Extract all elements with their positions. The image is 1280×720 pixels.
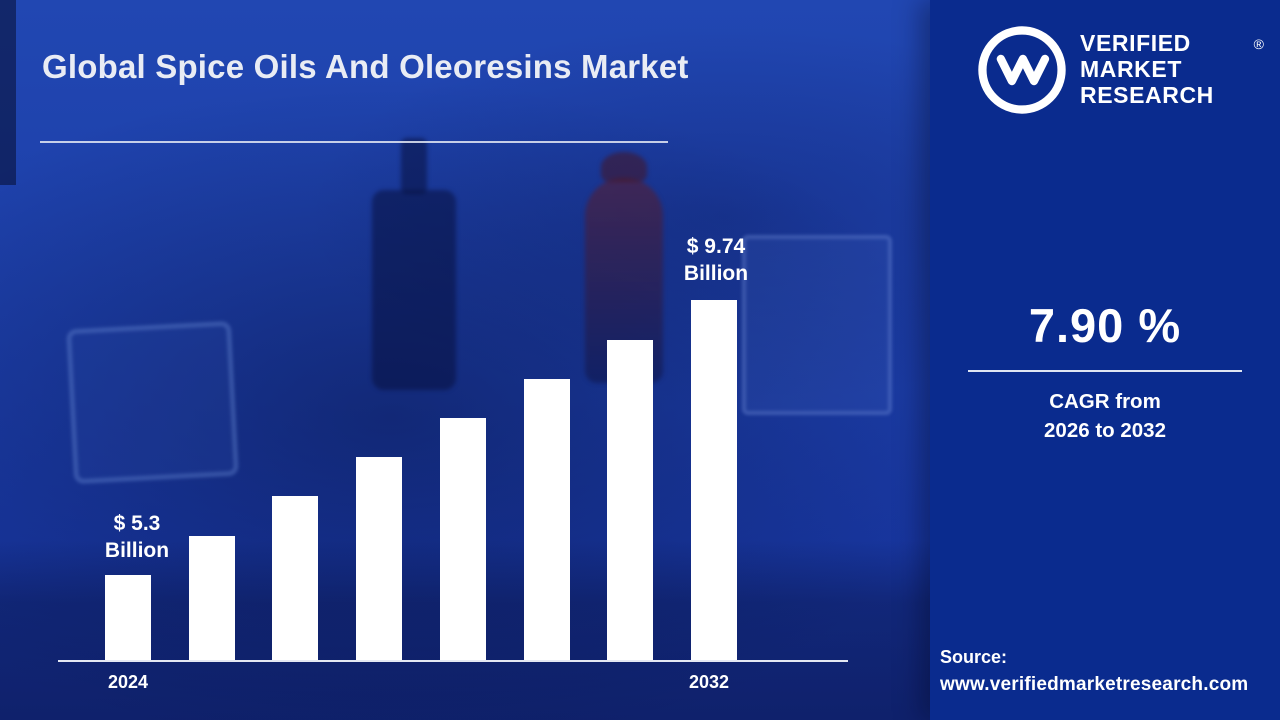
vmr-logo-icon xyxy=(978,26,1066,114)
brand-line-verified: VERIFIED xyxy=(1080,30,1191,57)
x-tick-2032: 2032 xyxy=(688,672,730,692)
brand-name: VERIFIED MARKET RESEARCH xyxy=(1080,31,1214,108)
bar-chart xyxy=(105,230,737,660)
brand-line-research: RESEARCH xyxy=(1080,81,1214,108)
title-underline xyxy=(40,141,668,143)
bar xyxy=(523,379,570,660)
chart-section: Global Spice Oils And Oleoresins Market … xyxy=(0,0,930,720)
cagr-value: 7.90 % xyxy=(1028,299,1182,352)
registered-trademark-icon: ® xyxy=(1253,36,1264,52)
x-tick-2024: 2024 xyxy=(107,672,149,692)
bar xyxy=(356,457,403,660)
last-bar-value-label: $ 9.74 Billion xyxy=(683,234,749,286)
cagr-underline xyxy=(968,370,1242,372)
source-block: Source: www.verifiedmarketresearch.com xyxy=(940,647,1248,696)
decor-corner-shadow xyxy=(0,0,16,185)
bar xyxy=(105,575,151,660)
bar xyxy=(439,418,486,660)
first-bar-value-label: $ 5.3 Billion xyxy=(104,511,170,563)
cagr-caption: CAGR from 2026 to 2032 xyxy=(1044,390,1166,442)
brand-line-market: MARKET xyxy=(1080,56,1182,83)
source-label: Source: xyxy=(940,647,1008,667)
source-url[interactable]: www.verifiedmarketresearch.com xyxy=(940,674,1249,695)
bar xyxy=(272,496,319,660)
bar xyxy=(607,340,654,660)
brand-panel: VERIFIED MARKET RESEARCH ® 7.90 % CAGR f… xyxy=(930,0,1280,720)
bar xyxy=(188,536,235,660)
page-title: Global Spice Oils And Oleoresins Market xyxy=(42,48,689,85)
x-axis-line xyxy=(58,660,848,662)
brand-block: VERIFIED MARKET RESEARCH ® xyxy=(976,24,1270,116)
bar xyxy=(690,300,737,660)
